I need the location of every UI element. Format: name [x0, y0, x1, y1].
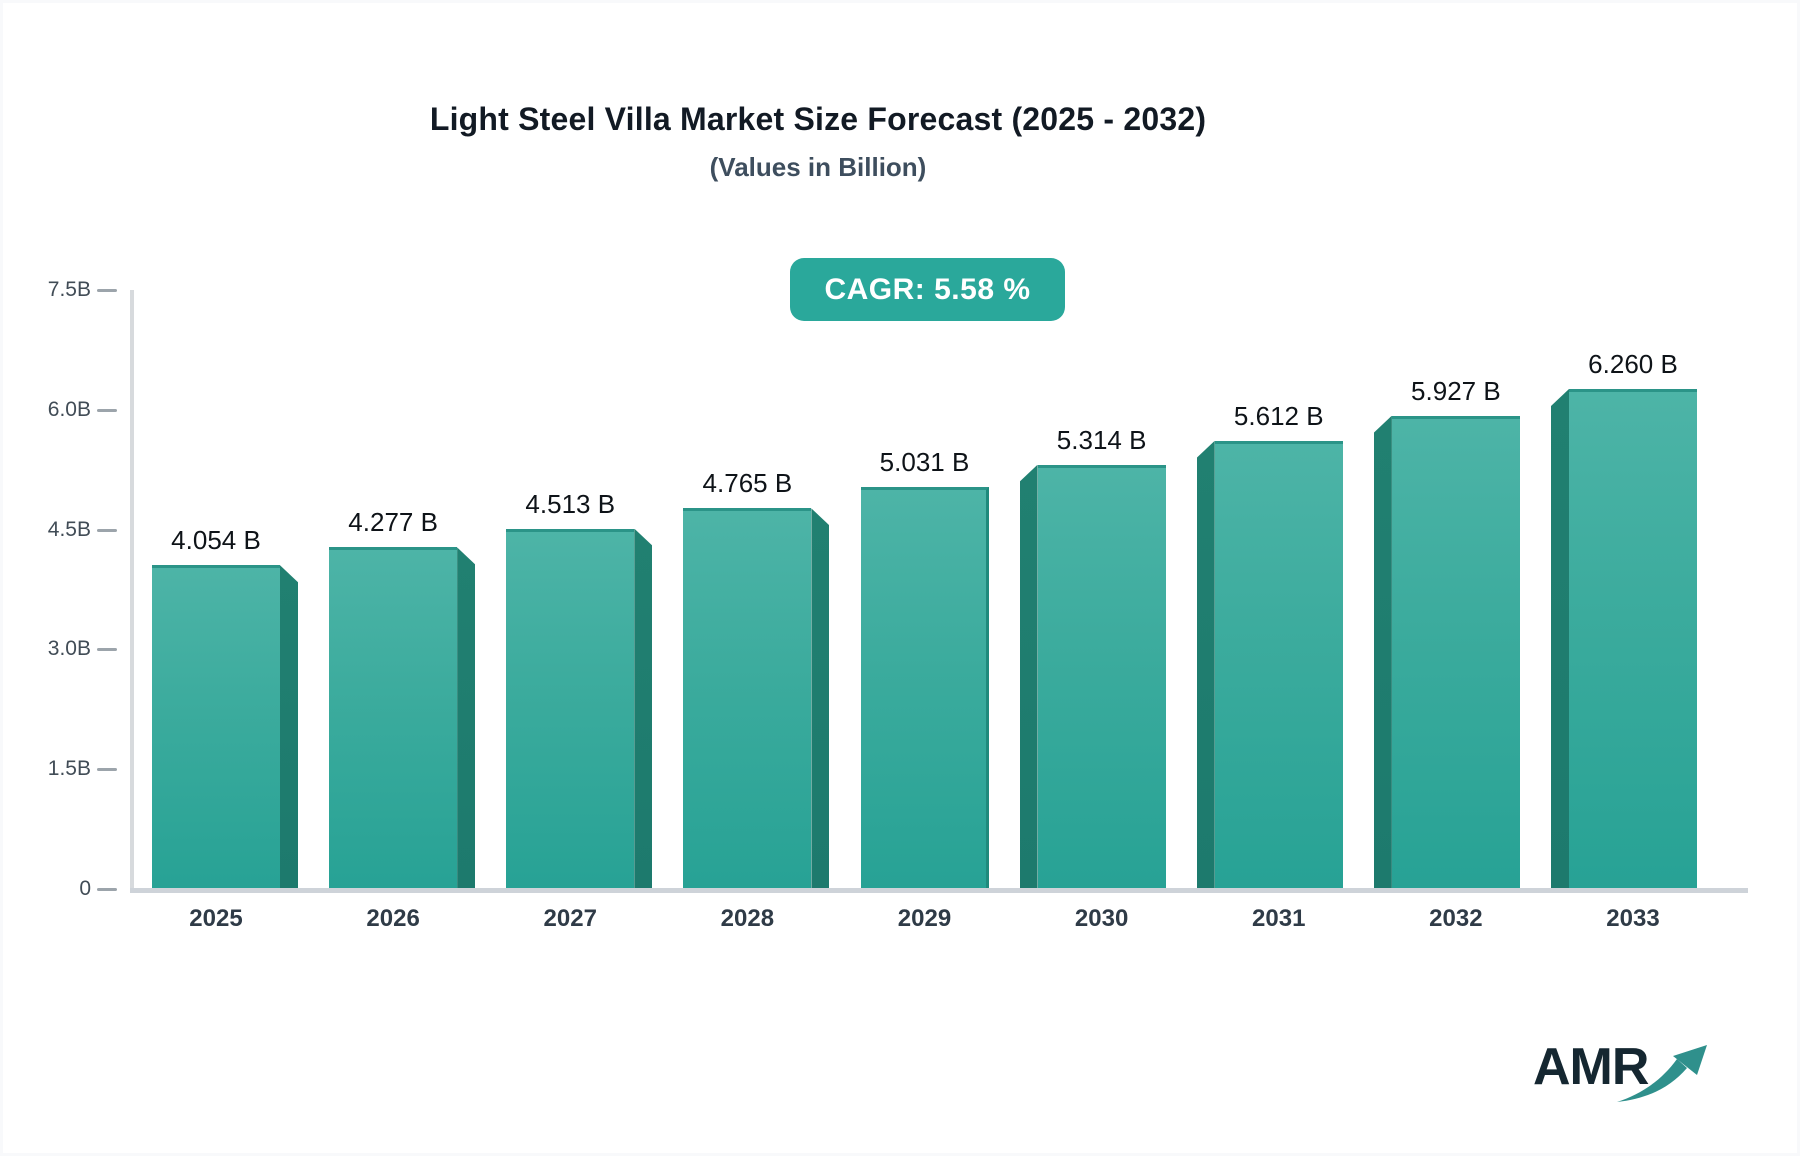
- y-tick-label-1.5B: 1.5B: [47, 757, 91, 781]
- x-tick-label-2029: 2029: [897, 905, 952, 932]
- x-tick-label-2026: 2026: [366, 905, 420, 932]
- y-axis-line: [130, 290, 134, 889]
- value-label-2031: 5.612 B: [1233, 400, 1324, 431]
- x-tick-label-2032: 2032: [1429, 905, 1483, 932]
- value-label-2028: 4.765 B: [702, 468, 793, 499]
- x-axis-baseline: [130, 888, 1748, 893]
- y-tick-dash-0: [97, 888, 117, 891]
- y-tick-label-0: 0: [79, 877, 91, 900]
- y-tick-label-4.5B: 4.5B: [47, 517, 91, 541]
- value-label-2032: 5.927 B: [1411, 375, 1501, 406]
- y-tick-dash-4.5B: [97, 528, 117, 532]
- bar-side-face-2027: [634, 528, 653, 889]
- bar-2030: [1037, 464, 1166, 889]
- x-tick-label-2028: 2028: [720, 905, 775, 932]
- y-tick-dash-6.0B: [97, 408, 117, 412]
- y-tick-label-3.0B: 3.0B: [47, 637, 91, 661]
- bar-2025: [152, 565, 280, 889]
- y-tick-dash-1.5B: [97, 768, 117, 772]
- bar-side-face-2030: [1019, 464, 1038, 889]
- bar-2031: [1214, 440, 1343, 889]
- x-tick-label-2027: 2027: [543, 905, 597, 932]
- y-tick-dash-7.5B: [97, 289, 117, 292]
- value-label-2030: 5.314 B: [1056, 424, 1147, 455]
- trending-up-arrow-icon: [1617, 1045, 1707, 1102]
- amr-logo: AMR: [1533, 1033, 1743, 1123]
- bar-side-face-2033: [1551, 389, 1569, 889]
- bar-side-face-2032: [1373, 415, 1392, 889]
- x-tick-label-2025: 2025: [189, 905, 243, 932]
- bar-side-face-2026: [457, 547, 476, 889]
- bar-side-face-2028: [811, 508, 830, 889]
- value-label-2025: 4.054 B: [171, 525, 261, 556]
- value-label-2027: 4.513 B: [525, 488, 616, 519]
- chart-subtitle: (Values in Billion): [709, 152, 927, 182]
- value-label-2026: 4.277 B: [348, 507, 438, 538]
- bar-2033: [1569, 389, 1697, 889]
- bar-side-face-2031: [1196, 440, 1215, 889]
- x-tick-label-2031: 2031: [1252, 905, 1306, 932]
- y-tick-label-7.5B: 7.5B: [47, 278, 91, 301]
- x-tick-label-2033: 2033: [1606, 905, 1660, 932]
- bar-side-face-2025: [280, 565, 298, 889]
- value-label-2033: 6.260 B: [1588, 349, 1678, 380]
- x-tick-label-2030: 2030: [1074, 905, 1129, 932]
- y-tick-label-6.0B: 6.0B: [47, 397, 91, 421]
- chart-title: Light Steel Villa Market Size Forecast (…: [429, 101, 1207, 137]
- value-label-2029: 5.031 B: [879, 447, 970, 478]
- bar-2027: [506, 528, 635, 889]
- cagr-badge: CAGR: 5.58 %: [790, 258, 1065, 321]
- bar-2029: [860, 487, 989, 889]
- bar-2028: [683, 508, 812, 889]
- y-tick-dash-3.0B: [97, 648, 117, 652]
- amr-logo-text: AMR: [1533, 1038, 1649, 1096]
- bar-2026: [329, 547, 458, 889]
- bar-2032: [1391, 415, 1520, 889]
